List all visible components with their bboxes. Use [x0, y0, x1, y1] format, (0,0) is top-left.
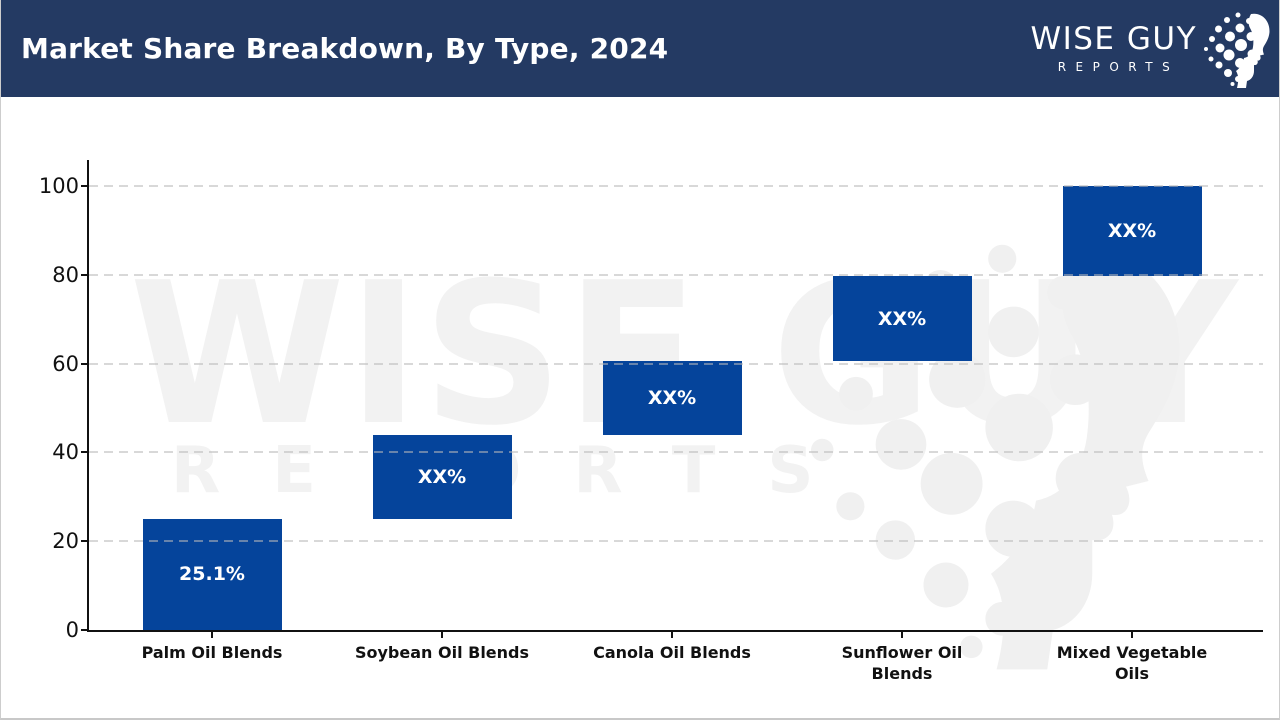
- logo-wiseguy-text: WISE GUY: [1030, 21, 1197, 57]
- y-tick: [81, 362, 89, 365]
- y-tick: [81, 629, 89, 631]
- gridline: [89, 362, 1263, 365]
- x-category-label-line: Palm Oil Blends: [141, 643, 283, 662]
- bar-value-label: XX%: [877, 307, 927, 330]
- x-category-label: Canola Oil Blends: [562, 642, 782, 663]
- y-tick-label: 20: [52, 529, 79, 554]
- x-category-label-line: Mixed Vegetable: [1056, 643, 1208, 662]
- bar: XX%: [372, 434, 512, 519]
- y-axis: [87, 160, 89, 632]
- header-bar: Market Share Breakdown, By Type, 2024 WI…: [1, 0, 1279, 97]
- x-category-label: Mixed Vegetable Oils: [1022, 642, 1242, 684]
- x-category-label-line: Soybean Oil Blends: [354, 643, 530, 662]
- x-category-label: Palm Oil Blends: [102, 642, 322, 663]
- y-tick-label: 40: [52, 440, 79, 465]
- x-category-label: Soybean Oil Blends: [332, 642, 552, 663]
- gridline: [89, 273, 1263, 276]
- x-category-label-line: Sunflower Oil: [841, 643, 963, 662]
- x-category-label-line: Blends: [871, 664, 933, 683]
- x-category-label-line: Oils: [1114, 664, 1150, 683]
- x-tick: [901, 630, 903, 638]
- logo-wordmark: WISE GUY REPORTS: [1030, 21, 1197, 75]
- bar: XX%: [1062, 186, 1202, 276]
- x-tick: [1131, 630, 1133, 638]
- bar-value-label: XX%: [1107, 219, 1157, 242]
- gridline: [89, 451, 1263, 454]
- y-tick-label: 0: [65, 618, 79, 642]
- gridline: [89, 540, 1263, 543]
- x-tick: [671, 630, 673, 638]
- x-tick: [211, 630, 213, 638]
- x-category-label: Sunflower Oil Blends: [792, 642, 1012, 684]
- bar: XX%: [602, 361, 742, 435]
- bar-value-label: 25.1%: [179, 563, 245, 586]
- bar: 25.1%: [142, 518, 282, 630]
- x-axis: [87, 630, 1263, 632]
- y-tick: [81, 451, 89, 454]
- chart-area: WISE GUY REPORTS 25.1% XX% XX% XX% XX% 0 20 40 6…: [1, 97, 1279, 718]
- y-tick: [81, 540, 89, 543]
- watermark-reports-text: REPORTS: [171, 434, 866, 508]
- wiseguy-logo: WISE GUY REPORTS: [1030, 6, 1271, 92]
- bar: XX%: [832, 275, 972, 362]
- y-tick: [81, 185, 89, 187]
- gridline: [89, 185, 1263, 187]
- y-tick-label: 100: [38, 174, 79, 198]
- bar-value-label: XX%: [417, 465, 467, 488]
- wiseguy-head-icon: [1201, 9, 1271, 89]
- x-tick: [441, 630, 443, 638]
- logo-reports-text: REPORTS: [1057, 60, 1180, 74]
- bar-value-label: XX%: [647, 387, 697, 409]
- y-tick-label: 80: [52, 262, 79, 287]
- chart-title: Market Share Breakdown, By Type, 2024: [21, 32, 669, 65]
- x-category-label-line: Canola Oil Blends: [593, 643, 751, 662]
- y-tick-label: 60: [52, 351, 79, 376]
- y-tick: [81, 273, 89, 276]
